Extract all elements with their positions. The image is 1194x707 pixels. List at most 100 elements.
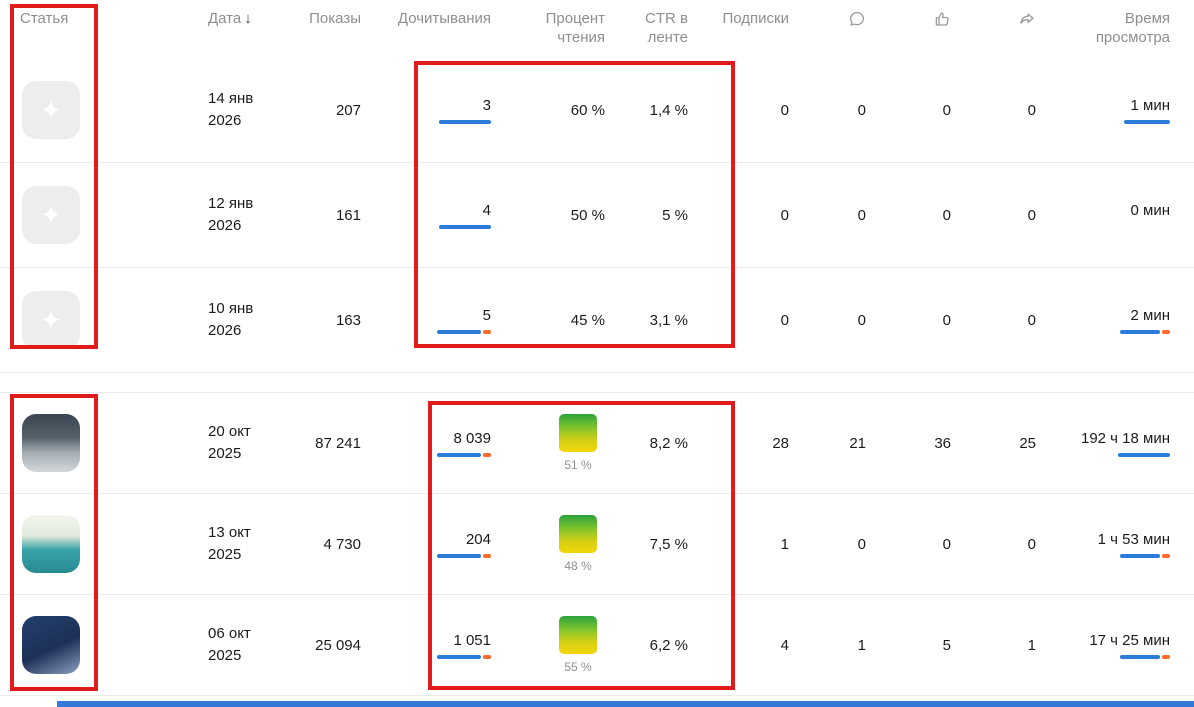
table-header: Статья Дата ↓ Показы Дочитывания Процент …: [0, 0, 1194, 58]
subscriptions-value: 4: [780, 636, 789, 654]
column-header-impressions[interactable]: Показы: [309, 10, 361, 27]
comments-value: 0: [857, 311, 866, 329]
likes-value: 0: [942, 206, 951, 224]
time-bar: [1120, 329, 1170, 334]
comments-value: 0: [857, 101, 866, 119]
read-percent-label: 51 %: [564, 458, 592, 472]
share-icon: [1020, 13, 1034, 24]
column-header-read-percent[interactable]: Процент чтения: [545, 10, 605, 46]
read-percent-value: 60 %: [570, 101, 605, 119]
column-header-article[interactable]: Статья: [20, 10, 69, 27]
shares-value: 0: [1027, 206, 1036, 224]
date-cell: 13 окт 2025: [208, 524, 251, 563]
table-row: 13 окт 2025 4 730 204 48 % 7,5 % 1 0 0 0…: [0, 494, 1194, 595]
impressions-value: 87 241: [315, 434, 361, 452]
comments-value: 0: [857, 535, 866, 553]
time-value: 17 ч 25 мин: [1089, 631, 1170, 649]
column-header-subscriptions[interactable]: Подписки: [722, 10, 790, 27]
article-thumbnail[interactable]: [22, 616, 80, 674]
article-thumbnail[interactable]: ✦: [22, 186, 80, 244]
comments-value: 0: [857, 206, 866, 224]
likes-value: 0: [942, 311, 951, 329]
article-cell: [0, 414, 140, 472]
time-bar: [1124, 119, 1170, 124]
reads-cell: 5: [375, 307, 505, 334]
read-percent-label: 48 %: [564, 559, 592, 573]
column-header-ctr[interactable]: CTR в ленте: [645, 10, 688, 46]
likes-value: 0: [942, 535, 951, 553]
group-separator: [0, 373, 1194, 392]
reads-bar: [437, 553, 491, 558]
subscriptions-value: 0: [780, 101, 789, 119]
reads-bar: [437, 452, 491, 457]
read-depth-heatmap: [559, 414, 597, 452]
table-row: ✦ 14 янв 2026 207 3 60 % 1,4 % 0 0 0 0 1…: [0, 58, 1194, 163]
article-cell: [0, 515, 140, 573]
comment-icon: [849, 12, 865, 26]
article-thumbnail[interactable]: [22, 414, 80, 472]
read-percent-value: 50 %: [570, 206, 605, 224]
reads-cell: 3: [375, 97, 505, 124]
time-cell: 1 мин: [1050, 97, 1194, 124]
article-cell: ✦: [0, 81, 140, 139]
time-value: 1 мин: [1130, 96, 1171, 114]
column-header-reads[interactable]: Дочитывания: [397, 10, 491, 27]
shares-value: 25: [1019, 434, 1036, 452]
time-bar: [1120, 654, 1170, 659]
reads-cell: 4: [375, 202, 505, 229]
likes-value: 36: [934, 434, 951, 452]
article-cell: ✦: [0, 186, 140, 244]
reads-cell: 204: [375, 531, 505, 558]
reads-bar: [437, 329, 491, 334]
impressions-value: 207: [335, 101, 361, 119]
time-bar: [1118, 452, 1170, 457]
ctr-value: 5 %: [662, 206, 688, 224]
read-percent-cell: 51 %: [505, 414, 615, 472]
read-percent-cell: 55 %: [505, 616, 615, 674]
article-thumbnail[interactable]: [22, 515, 80, 573]
article-cell: [0, 616, 140, 674]
time-cell: 192 ч 18 мин: [1050, 430, 1194, 457]
time-bar: [1120, 553, 1170, 558]
ctr-value: 8,2 %: [649, 434, 688, 452]
table-row: ✦ 12 янв 2026 161 4 50 % 5 % 0 0 0 0 0 м…: [0, 163, 1194, 268]
impressions-value: 25 094: [315, 636, 361, 654]
ctr-value: 6,2 %: [649, 636, 688, 654]
date-cell: 06 окт 2025: [208, 625, 251, 664]
read-percent-label: 55 %: [564, 660, 592, 674]
reads-cell: 8 039: [375, 430, 505, 457]
article-thumbnail[interactable]: ✦: [22, 81, 80, 139]
column-header-time[interactable]: Время просмотра: [1095, 10, 1170, 46]
subscriptions-value: 1: [780, 535, 789, 553]
date-cell: 14 янв 2026: [208, 90, 254, 129]
comments-value: 21: [849, 434, 866, 452]
reads-cell: 1 051: [375, 632, 505, 659]
table-row: 06 окт 2025 25 094 1 051 55 % 6,2 % 4 1 …: [0, 595, 1194, 696]
likes-value: 0: [942, 101, 951, 119]
time-cell: 1 ч 53 мин: [1050, 531, 1194, 558]
table-row: 20 окт 2025 87 241 8 039 51 % 8,2 % 28 2…: [0, 392, 1194, 494]
ctr-value: 3,1 %: [649, 311, 688, 329]
reads-value: 4: [482, 201, 491, 219]
time-value: 192 ч 18 мин: [1080, 429, 1170, 447]
column-header-shares[interactable]: [965, 0, 1050, 58]
article-thumbnail[interactable]: ✦: [22, 291, 80, 349]
shares-value: 0: [1027, 101, 1036, 119]
read-percent-value: 45 %: [570, 311, 605, 329]
shares-value: 0: [1027, 535, 1036, 553]
column-header-date[interactable]: Дата ↓: [140, 0, 270, 58]
column-header-comments[interactable]: [795, 0, 880, 58]
impressions-value: 4 730: [323, 535, 361, 553]
sort-desc-icon: ↓: [244, 10, 252, 27]
reads-bar: [439, 119, 491, 124]
comments-value: 1: [857, 636, 866, 654]
reads-value: 1 051: [453, 631, 491, 649]
subscriptions-value: 0: [780, 206, 789, 224]
likes-value: 5: [942, 636, 951, 654]
column-header-likes[interactable]: [880, 0, 965, 58]
time-value: 0 мин: [1130, 201, 1171, 219]
shares-value: 1: [1027, 636, 1036, 654]
date-cell: 12 янв 2026: [208, 195, 254, 234]
sparkle-icon: ✦: [40, 200, 62, 230]
